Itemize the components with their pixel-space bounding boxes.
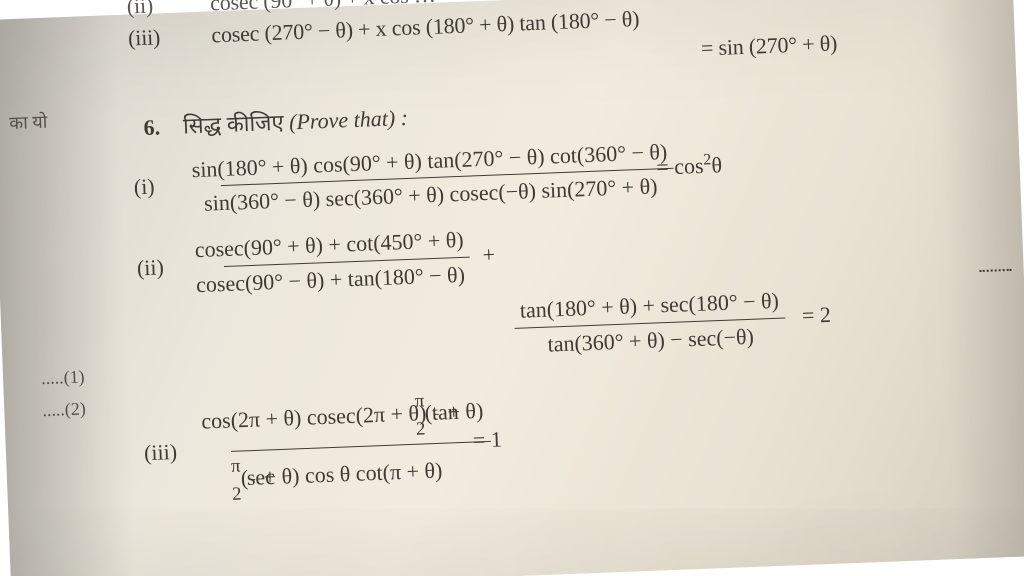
roman-iii-top: (iii): [161, 19, 206, 53]
fraction-iii-num: cos(2π + θ) cosec(2π + θ) tan(π2 + θ): [228, 385, 490, 452]
stray-dash: [980, 269, 1012, 274]
fraction-ii-b: tan(180° + θ) + sec(180° − θ) tan(360° +…: [513, 285, 787, 362]
plus-sign: +: [482, 241, 495, 266]
fraction-ii-a: cosec(90° + θ) + cot(450° + θ) cosec(90°…: [222, 224, 471, 300]
problem-block: (ii) cosec (90° + θ) + x cos … (iii) cos…: [138, 0, 987, 511]
textbook-page: का यो .....(1) .....(2) (ii) cosec (90° …: [0, 0, 1024, 576]
rhs-theta: θ: [711, 152, 722, 177]
fraction-i: sin(180° + θ) cos(90° + θ) tan(270° − θ)…: [219, 135, 675, 219]
fraction-iii: cos(2π + θ) cosec(2π + θ) tan(π2 + θ) se…: [228, 385, 492, 508]
item-iii-rhs: = 1: [506, 423, 507, 455]
question-title-hindi: सिद्ध कीजिए: [183, 109, 285, 142]
margin-footnote-2: .....(2): [42, 398, 86, 421]
rhs-cos: = cos: [656, 153, 704, 180]
question-title-en: (Prove that) :: [289, 105, 409, 135]
item-ii-rhs: = 2: [801, 298, 831, 331]
margin-footnote-1: .....(1): [41, 366, 85, 389]
prev-iii-text-b: = sin (270° + θ): [700, 30, 837, 60]
fraction-iii-den: sec(π2 + θ) cos θ cot(π + θ): [231, 442, 493, 508]
item-i-rhs: = cos2θ: [690, 148, 739, 182]
margin-note-top: का यो: [9, 110, 48, 135]
question-number: 6.: [143, 110, 178, 143]
roman-ii-top: (ii): [160, 0, 205, 21]
item-iii: (iii) cos(2π + θ) cosec(2π + θ) tan(π2 +…: [154, 366, 988, 511]
